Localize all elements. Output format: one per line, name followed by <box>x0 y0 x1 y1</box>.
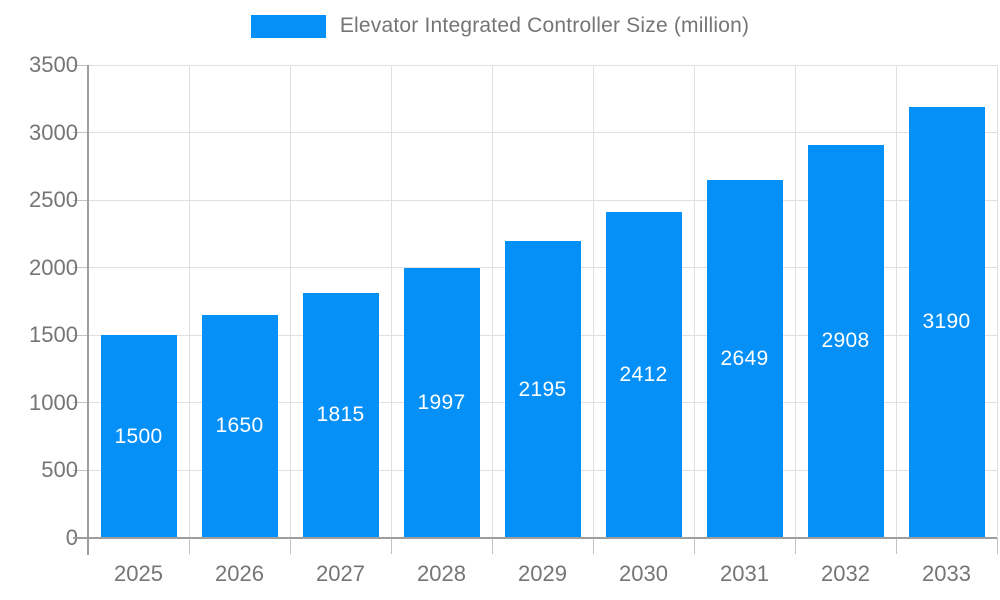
x-axis-tick <box>592 538 594 554</box>
bar: 3190 <box>908 106 985 538</box>
x-axis-tick <box>996 538 998 554</box>
bar: 2908 <box>807 145 884 538</box>
x-axis-tick-label: 2027 <box>316 561 365 586</box>
x-axis-tick <box>693 538 695 554</box>
bar-value-label: 2412 <box>619 363 668 386</box>
bar-value-label: 2908 <box>821 329 870 353</box>
x-gridline <box>188 65 190 538</box>
y-axis-tick <box>73 199 88 201</box>
y-axis-tick-label: 2000 <box>29 254 78 280</box>
x-axis-tick-label: 2032 <box>821 561 870 586</box>
bar: 1997 <box>403 268 480 538</box>
x-gridline <box>592 65 594 538</box>
x-gridline <box>491 65 493 538</box>
y-axis-tick-label: 3000 <box>29 119 78 145</box>
x-axis-line <box>73 537 997 539</box>
x-gridline <box>895 65 897 538</box>
x-axis-tick <box>895 538 897 554</box>
x-axis-tick <box>390 538 392 554</box>
bar-value-label: 1997 <box>417 391 466 415</box>
bar-value-label: 3190 <box>922 310 971 334</box>
y-axis-tick <box>73 64 88 66</box>
y-axis-tick <box>73 132 88 134</box>
bar: 2649 <box>706 180 783 538</box>
x-gridline <box>390 65 392 538</box>
bar: 1650 <box>201 315 278 538</box>
x-axis-tick-label: 2030 <box>619 561 668 586</box>
x-axis-tick-label: 2033 <box>922 561 971 586</box>
bar: 2195 <box>504 241 581 538</box>
bar: 1500 <box>100 335 177 538</box>
x-axis-tick-label: 2026 <box>215 561 264 586</box>
x-axis-tick-label: 2028 <box>417 561 466 586</box>
x-gridline <box>693 65 695 538</box>
legend: Elevator Integrated Controller Size (mil… <box>0 14 1000 38</box>
x-axis-tick <box>289 538 291 554</box>
bar-value-label: 2649 <box>720 346 769 370</box>
bar: 2412 <box>605 212 682 538</box>
y-axis-tick <box>73 469 88 471</box>
y-gridline <box>88 199 997 201</box>
y-gridline <box>88 132 997 134</box>
y-axis-tick-label: 1500 <box>29 322 78 348</box>
x-axis-tick-label: 2029 <box>518 561 567 586</box>
y-axis-line <box>87 65 89 555</box>
y-axis-tick <box>73 267 88 269</box>
y-axis-tick <box>73 334 88 336</box>
x-gridline <box>289 65 291 538</box>
x-gridline <box>794 65 796 538</box>
x-axis-tick-label: 2031 <box>720 561 769 586</box>
y-axis-tick-label: 1000 <box>29 389 78 415</box>
y-axis-tick-label: 3500 <box>29 52 78 77</box>
legend-label: Elevator Integrated Controller Size (mil… <box>339 14 750 37</box>
bar-value-label: 2195 <box>518 377 567 401</box>
x-gridline <box>996 65 998 538</box>
y-axis-tick-label: 500 <box>41 457 78 483</box>
bar: 1815 <box>302 292 379 538</box>
x-axis-tick <box>188 538 190 554</box>
bar-value-label: 1650 <box>215 414 264 438</box>
y-gridline <box>88 64 997 66</box>
y-axis-tick <box>73 402 88 404</box>
bar-value-label: 1815 <box>316 403 365 427</box>
x-axis-tick-label: 2025 <box>114 561 163 586</box>
y-axis-tick-label: 0 <box>65 525 78 550</box>
legend-swatch <box>250 14 326 38</box>
y-axis-tick-label: 2500 <box>29 187 78 213</box>
bar-value-label: 1500 <box>114 424 163 448</box>
x-axis-tick <box>794 538 796 554</box>
x-axis-tick <box>491 538 493 554</box>
